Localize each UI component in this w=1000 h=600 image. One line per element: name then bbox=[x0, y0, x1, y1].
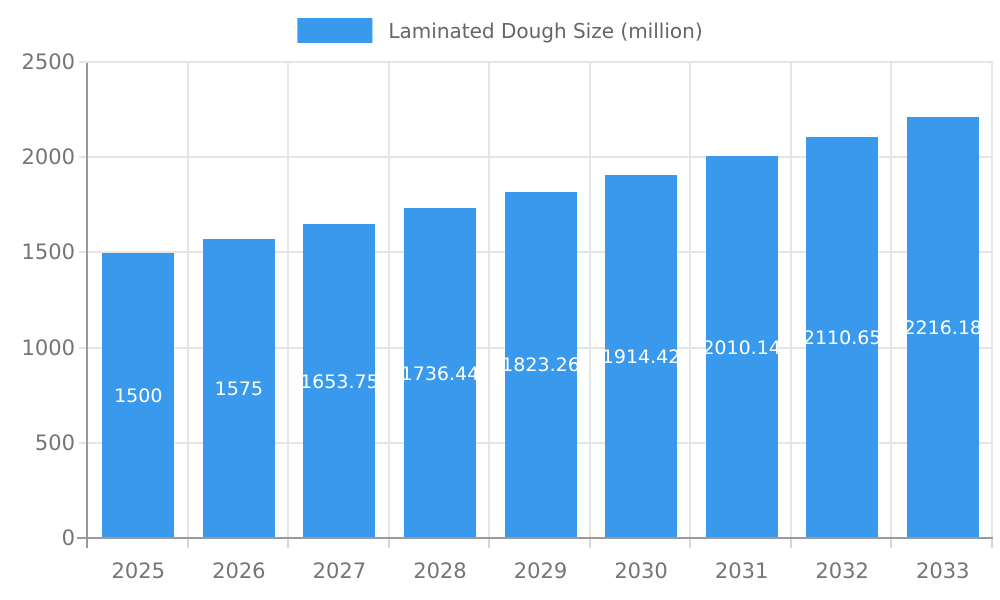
legend-item[interactable]: Laminated Dough Size (million) bbox=[297, 18, 703, 43]
gridline-horizontal bbox=[88, 156, 993, 159]
gridline-vertical bbox=[789, 63, 792, 539]
x-axis-label: 2033 bbox=[915, 559, 970, 583]
y-axis-label: 0 bbox=[61, 526, 75, 550]
y-axis-label: 1000 bbox=[21, 335, 75, 360]
x-axis-tick bbox=[689, 539, 692, 548]
bar-value-label: 1653.75 bbox=[303, 370, 376, 393]
bar-value-label: 1914.42 bbox=[605, 345, 678, 368]
gridline-vertical bbox=[588, 63, 591, 539]
bar-2026[interactable]: 1575 bbox=[202, 239, 275, 539]
x-axis-tick bbox=[186, 539, 189, 548]
x-axis-label: 2027 bbox=[312, 559, 367, 583]
gridline-vertical bbox=[890, 63, 893, 539]
plot-area: 1500 1575 1653.75 1736.44 1823.26 1914.42 2010… bbox=[88, 61, 993, 539]
gridline-vertical bbox=[186, 63, 189, 539]
legend-label: Laminated Dough Size (million) bbox=[388, 18, 703, 43]
bar-value-label: 2110.65 bbox=[806, 327, 879, 350]
y-axis-tick bbox=[79, 156, 88, 159]
bar-2032[interactable]: 2110.65 bbox=[806, 137, 879, 539]
bar-2025[interactable]: 1500 bbox=[102, 253, 175, 539]
bar-value-label: 2010.14 bbox=[705, 336, 778, 359]
x-axis-label: 2026 bbox=[212, 559, 266, 583]
x-axis-label: 2028 bbox=[413, 559, 467, 583]
x-axis-tick bbox=[287, 539, 290, 548]
x-axis-label: 2030 bbox=[614, 559, 668, 583]
x-axis-tick bbox=[488, 539, 491, 548]
y-axis-tick bbox=[79, 61, 88, 63]
bar-2030[interactable]: 1914.42 bbox=[605, 174, 678, 539]
x-axis-label: 2031 bbox=[714, 559, 769, 583]
bar-value-label: 1500 bbox=[114, 385, 163, 408]
bar-value-label: 1575 bbox=[214, 378, 263, 401]
gridline-vertical bbox=[387, 63, 390, 539]
bar-2027[interactable]: 1653.75 bbox=[303, 224, 376, 539]
x-axis-tick bbox=[387, 539, 390, 548]
gridline-vertical bbox=[287, 63, 290, 539]
y-axis-tick bbox=[79, 346, 88, 349]
bar-2033[interactable]: 2216.18 bbox=[906, 117, 979, 539]
y-axis-label: 1500 bbox=[21, 240, 75, 265]
gridline-vertical bbox=[488, 63, 491, 539]
y-axis-tick bbox=[79, 251, 88, 254]
x-axis-label: 2025 bbox=[111, 559, 165, 583]
gridline-vertical bbox=[991, 63, 993, 539]
x-axis-line bbox=[77, 537, 993, 539]
bar-2031[interactable]: 2010.14 bbox=[705, 156, 778, 539]
bar-2029[interactable]: 1823.26 bbox=[504, 191, 577, 539]
x-axis-label: 2029 bbox=[513, 559, 568, 583]
gridline-vertical bbox=[689, 63, 692, 539]
x-axis-tick bbox=[890, 539, 893, 548]
legend-swatch bbox=[297, 18, 373, 43]
bar-value-label: 1736.44 bbox=[403, 362, 476, 385]
gridline-horizontal bbox=[88, 61, 993, 63]
y-axis-label: 2000 bbox=[21, 145, 75, 170]
x-axis-tick bbox=[991, 539, 993, 548]
bar-value-label: 1823.26 bbox=[504, 354, 577, 377]
y-axis-label: 500 bbox=[34, 430, 75, 455]
y-axis-line bbox=[86, 63, 88, 548]
y-axis-tick bbox=[79, 441, 88, 444]
bar-2028[interactable]: 1736.44 bbox=[403, 208, 476, 539]
y-axis-label: 2500 bbox=[21, 50, 75, 74]
x-axis-label: 2032 bbox=[815, 559, 869, 583]
x-axis-tick bbox=[588, 539, 591, 548]
bar-value-label: 2216.18 bbox=[906, 317, 979, 340]
x-axis-tick bbox=[789, 539, 792, 548]
